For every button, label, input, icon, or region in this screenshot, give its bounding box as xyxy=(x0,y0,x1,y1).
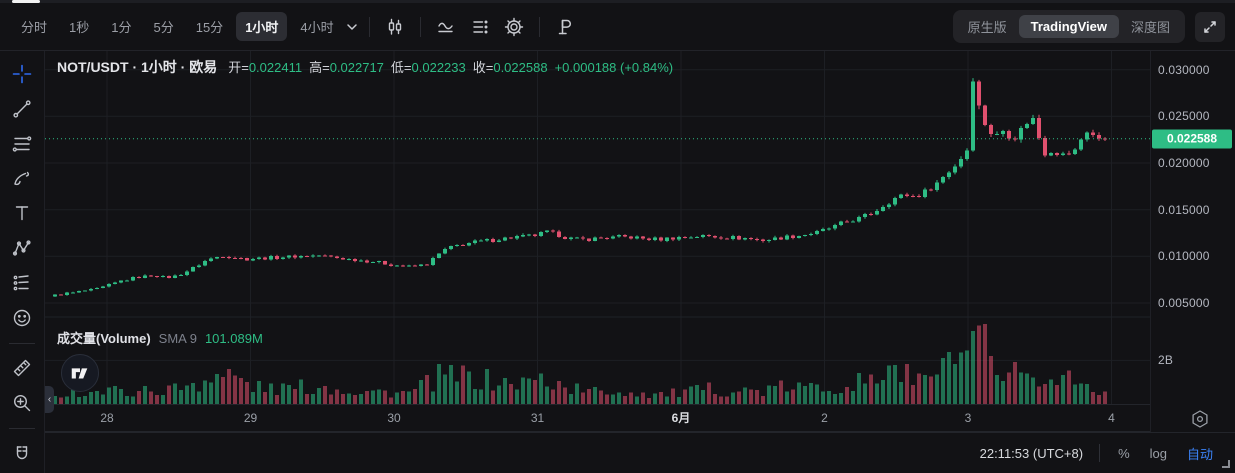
magnet-tool[interactable] xyxy=(6,438,38,469)
view-option-2[interactable]: 深度图 xyxy=(1130,20,1170,35)
chevron-down-icon[interactable] xyxy=(343,16,361,38)
price-axis[interactable]: 0.022588 0.030000 0.025000 0.020000 0.01500… xyxy=(1150,51,1235,432)
time-tick-5: 2 xyxy=(821,411,828,425)
medal-icon[interactable] xyxy=(551,13,579,41)
chart-view-switch: 原生版 TradingView 深度图 xyxy=(952,10,1185,43)
high-value: 0.022717 xyxy=(329,60,384,75)
time-tick-2: 30 xyxy=(387,411,401,425)
toolbar-separator xyxy=(538,16,540,37)
volume-title[interactable]: 成交量(Volume) xyxy=(57,331,151,346)
drawing-tools-sidebar xyxy=(0,51,45,473)
top-scrollbar-thumb[interactable] xyxy=(12,0,40,3)
price-tick-0: 0.030000 xyxy=(1158,62,1210,77)
expand-icon[interactable] xyxy=(1195,11,1225,42)
fib-lines-tool[interactable] xyxy=(6,128,38,159)
interval-button-1[interactable]: 1秒 xyxy=(60,12,98,41)
price-tick-2: 0.020000 xyxy=(1158,156,1210,170)
price-tick-1: 0.025000 xyxy=(1158,109,1210,124)
log-scale-button[interactable]: log xyxy=(1149,445,1167,461)
auto-scale-button[interactable]: 自动 xyxy=(1185,442,1215,465)
volume-axis-tick: 2B xyxy=(1158,353,1174,368)
tradingview-logo xyxy=(61,354,99,392)
toolbar-separator xyxy=(419,16,421,37)
chart-toolbar: 分时 1秒 1分 5分 15分 1小时 4小时 xyxy=(0,3,1235,51)
interval-button-0[interactable]: 分时 xyxy=(12,12,56,41)
time-tick-0: 28 xyxy=(100,411,114,425)
low-value: 0.022233 xyxy=(411,60,466,75)
ruler-icon xyxy=(11,357,33,379)
toolbar-separator xyxy=(368,16,370,37)
view-option-1[interactable]: TradingView xyxy=(1018,15,1119,38)
crosshair-tool[interactable] xyxy=(6,59,38,90)
ohlc-legend: NOT/USDT · 1小时 · 欧易 开=0.022411 高=0.02271… xyxy=(57,57,673,77)
change-value: +0.000188 (+0.84%) xyxy=(554,60,674,75)
time-tick-7: 4 xyxy=(1108,411,1115,425)
pattern-icon xyxy=(11,237,33,259)
emoji-tool[interactable] xyxy=(6,302,38,333)
zoom-in-tool[interactable] xyxy=(6,388,38,419)
clock[interactable]: 22:11:53 (UTC+8) xyxy=(979,445,1084,461)
low-label: 低= xyxy=(390,60,412,75)
axis-settings-icon[interactable] xyxy=(1189,408,1211,430)
time-tick-4: 6月 xyxy=(672,411,691,425)
close-value: 0.022588 xyxy=(493,60,548,75)
interval-button-4[interactable]: 15分 xyxy=(187,12,232,41)
sidebar-divider xyxy=(9,428,35,430)
high-label: 高= xyxy=(309,60,330,75)
price-volume-chart[interactable]: 28 29 30 31 6月 2 3 4 xyxy=(45,51,1150,432)
status-separator xyxy=(1099,444,1101,462)
volume-legend: 成交量(Volume) SMA 9 101.089M xyxy=(57,328,263,347)
forecast-icon xyxy=(11,272,33,294)
text-icon xyxy=(11,202,33,224)
top-scrollbar[interactable] xyxy=(0,0,1235,3)
indicator-wave-icon[interactable] xyxy=(432,13,460,41)
time-tick-1: 29 xyxy=(244,411,258,425)
interval-button-3[interactable]: 5分 xyxy=(144,12,182,41)
symbol-title[interactable]: NOT/USDT · 1小时 · 欧易 xyxy=(57,59,218,75)
interval-button-2[interactable]: 1分 xyxy=(102,12,140,41)
resize-handle[interactable] xyxy=(1222,460,1230,468)
forecast-tool[interactable] xyxy=(6,267,38,298)
indicator-list-icon[interactable] xyxy=(466,13,494,41)
open-label: 开= xyxy=(228,60,249,75)
trend-line-icon xyxy=(11,98,33,120)
brush-icon xyxy=(11,168,33,190)
time-tick-3: 31 xyxy=(531,411,545,425)
pane-collapse-handle[interactable]: ‹ xyxy=(45,386,54,413)
pattern-tool[interactable] xyxy=(6,233,38,264)
gear-icon[interactable] xyxy=(500,13,528,41)
volume-sma-label: SMA 9 xyxy=(158,331,197,346)
emoji-icon xyxy=(11,307,33,329)
candle-style-icon[interactable] xyxy=(381,13,409,41)
interval-button-6[interactable]: 4小时 xyxy=(291,12,342,41)
text-tool[interactable] xyxy=(6,198,38,229)
trend-line-tool[interactable] xyxy=(6,94,38,125)
close-label: 收= xyxy=(472,60,494,75)
magnet-icon xyxy=(11,443,33,465)
price-tick-3: 0.015000 xyxy=(1158,202,1210,217)
open-value: 0.022411 xyxy=(248,60,303,75)
sidebar-divider xyxy=(9,342,35,344)
price-tick-5: 0.005000 xyxy=(1158,296,1210,310)
fib-lines-icon xyxy=(11,133,33,155)
zoom-in-icon xyxy=(11,392,33,414)
brush-tool[interactable] xyxy=(6,163,38,194)
chart-area: 28 29 30 31 6月 2 3 4 NOT/USDT · 1小时 · 欧易 开=0.02… xyxy=(45,51,1150,432)
ruler-tool[interactable] xyxy=(6,353,38,384)
price-tick-4: 0.010000 xyxy=(1158,249,1210,264)
current-price-badge: 0.022588 xyxy=(1152,129,1232,149)
percent-scale-button[interactable]: % xyxy=(1118,445,1130,461)
interval-selector: 分时 1秒 1分 5分 15分 1小时 4小时 xyxy=(12,12,343,41)
time-tick-6: 3 xyxy=(965,411,972,425)
status-bar: 22:11:53 (UTC+8) % log 自动 xyxy=(45,432,1235,473)
view-option-0[interactable]: 原生版 xyxy=(967,20,1007,35)
interval-button-5[interactable]: 1小时 xyxy=(236,12,288,41)
crosshair-icon xyxy=(11,63,33,85)
volume-sma-value: 101.089M xyxy=(204,331,263,346)
